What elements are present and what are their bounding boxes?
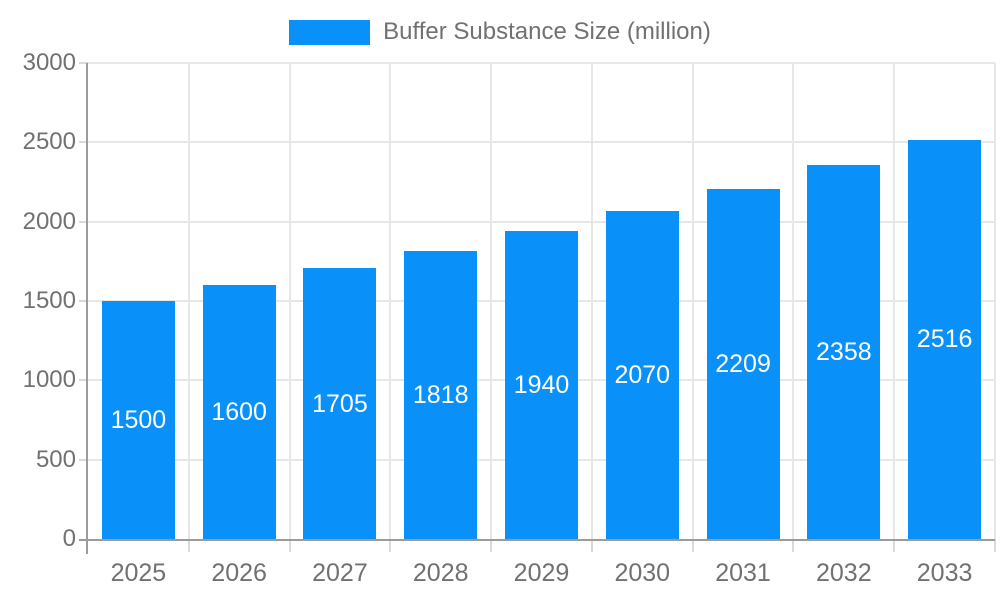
bar[interactable]: 1500 <box>101 301 175 539</box>
gridline-vertical <box>792 63 795 539</box>
bar[interactable]: 1705 <box>303 268 377 539</box>
x-axis-tick <box>389 539 392 552</box>
y-axis-tick <box>79 300 88 302</box>
bar[interactable]: 1940 <box>505 231 578 539</box>
gridline-vertical <box>288 63 291 539</box>
x-axis-tick <box>490 539 493 552</box>
legend-label: Buffer Substance Size (million) <box>383 18 711 45</box>
bar-value-label: 2209 <box>715 349 771 378</box>
y-axis-tick-label: 0 <box>62 525 76 552</box>
bar-value-label: 1818 <box>412 380 469 409</box>
gridline-vertical <box>994 63 996 539</box>
x-axis-tick-label: 2028 <box>412 559 469 587</box>
bar[interactable]: 2209 <box>706 188 780 539</box>
y-axis-tick-label: 2500 <box>22 128 76 156</box>
x-axis-tick <box>792 539 795 552</box>
bar[interactable]: 1818 <box>404 250 478 539</box>
y-axis-tick-label: 3000 <box>22 49 76 76</box>
x-axis-tick-label: 2027 <box>312 559 368 587</box>
y-axis-tick-label: 2000 <box>22 207 76 235</box>
gridline-vertical <box>893 63 896 539</box>
y-axis-tick-label: 1500 <box>22 287 76 314</box>
bar-value-label: 2070 <box>614 360 671 389</box>
bar-value-label: 2516 <box>916 325 973 354</box>
x-axis-line <box>79 539 995 541</box>
gridline-vertical <box>187 63 190 539</box>
x-axis-tick <box>994 539 996 552</box>
y-axis-tick <box>79 62 88 64</box>
bar-value-label: 1940 <box>513 371 570 400</box>
bar-value-label: 1600 <box>211 398 267 427</box>
x-axis-tick-label: 2026 <box>211 559 267 587</box>
x-axis-tick <box>187 539 190 552</box>
bar-value-label: 2358 <box>816 337 872 366</box>
bar-value-label: 1705 <box>312 389 368 418</box>
x-axis-tick <box>893 539 896 552</box>
gridline-vertical <box>490 63 493 539</box>
x-axis-tick <box>691 539 694 552</box>
bar[interactable]: 2070 <box>605 210 679 539</box>
y-axis-tick <box>79 458 88 461</box>
y-axis-line <box>86 63 88 554</box>
x-axis-tick-label: 2031 <box>715 559 771 587</box>
y-axis-tick <box>79 141 88 144</box>
y-axis-tick <box>79 379 88 382</box>
legend-swatch <box>289 19 371 45</box>
gridline-vertical <box>590 63 593 539</box>
x-axis-tick-label: 2029 <box>513 559 570 587</box>
legend[interactable]: Buffer Substance Size (million) <box>0 18 1000 46</box>
y-axis-tick-label: 500 <box>35 445 76 473</box>
plot-area: 1500 1600 1705 1818 1940 2070 2209 2358 2516 <box>79 62 996 554</box>
x-axis-tick <box>590 539 593 552</box>
gridline-vertical <box>691 63 694 539</box>
x-axis-tick-label: 2033 <box>916 559 973 587</box>
y-axis-tick <box>79 220 88 223</box>
gridline-vertical <box>389 63 392 539</box>
bar-value-label: 1500 <box>110 406 167 434</box>
gridline-horizontal <box>88 62 995 64</box>
gridline-horizontal <box>88 220 995 223</box>
bar[interactable]: 2516 <box>908 139 982 539</box>
x-axis-tick-label: 2032 <box>816 559 872 587</box>
gridline-horizontal <box>88 141 995 144</box>
y-axis-tick-label: 1000 <box>22 366 76 394</box>
x-axis-tick-label: 2025 <box>110 559 167 587</box>
bar[interactable]: 1600 <box>202 285 276 539</box>
x-axis-tick <box>288 539 291 552</box>
x-axis-tick-label: 2030 <box>614 559 671 587</box>
bar[interactable]: 2358 <box>807 164 881 539</box>
